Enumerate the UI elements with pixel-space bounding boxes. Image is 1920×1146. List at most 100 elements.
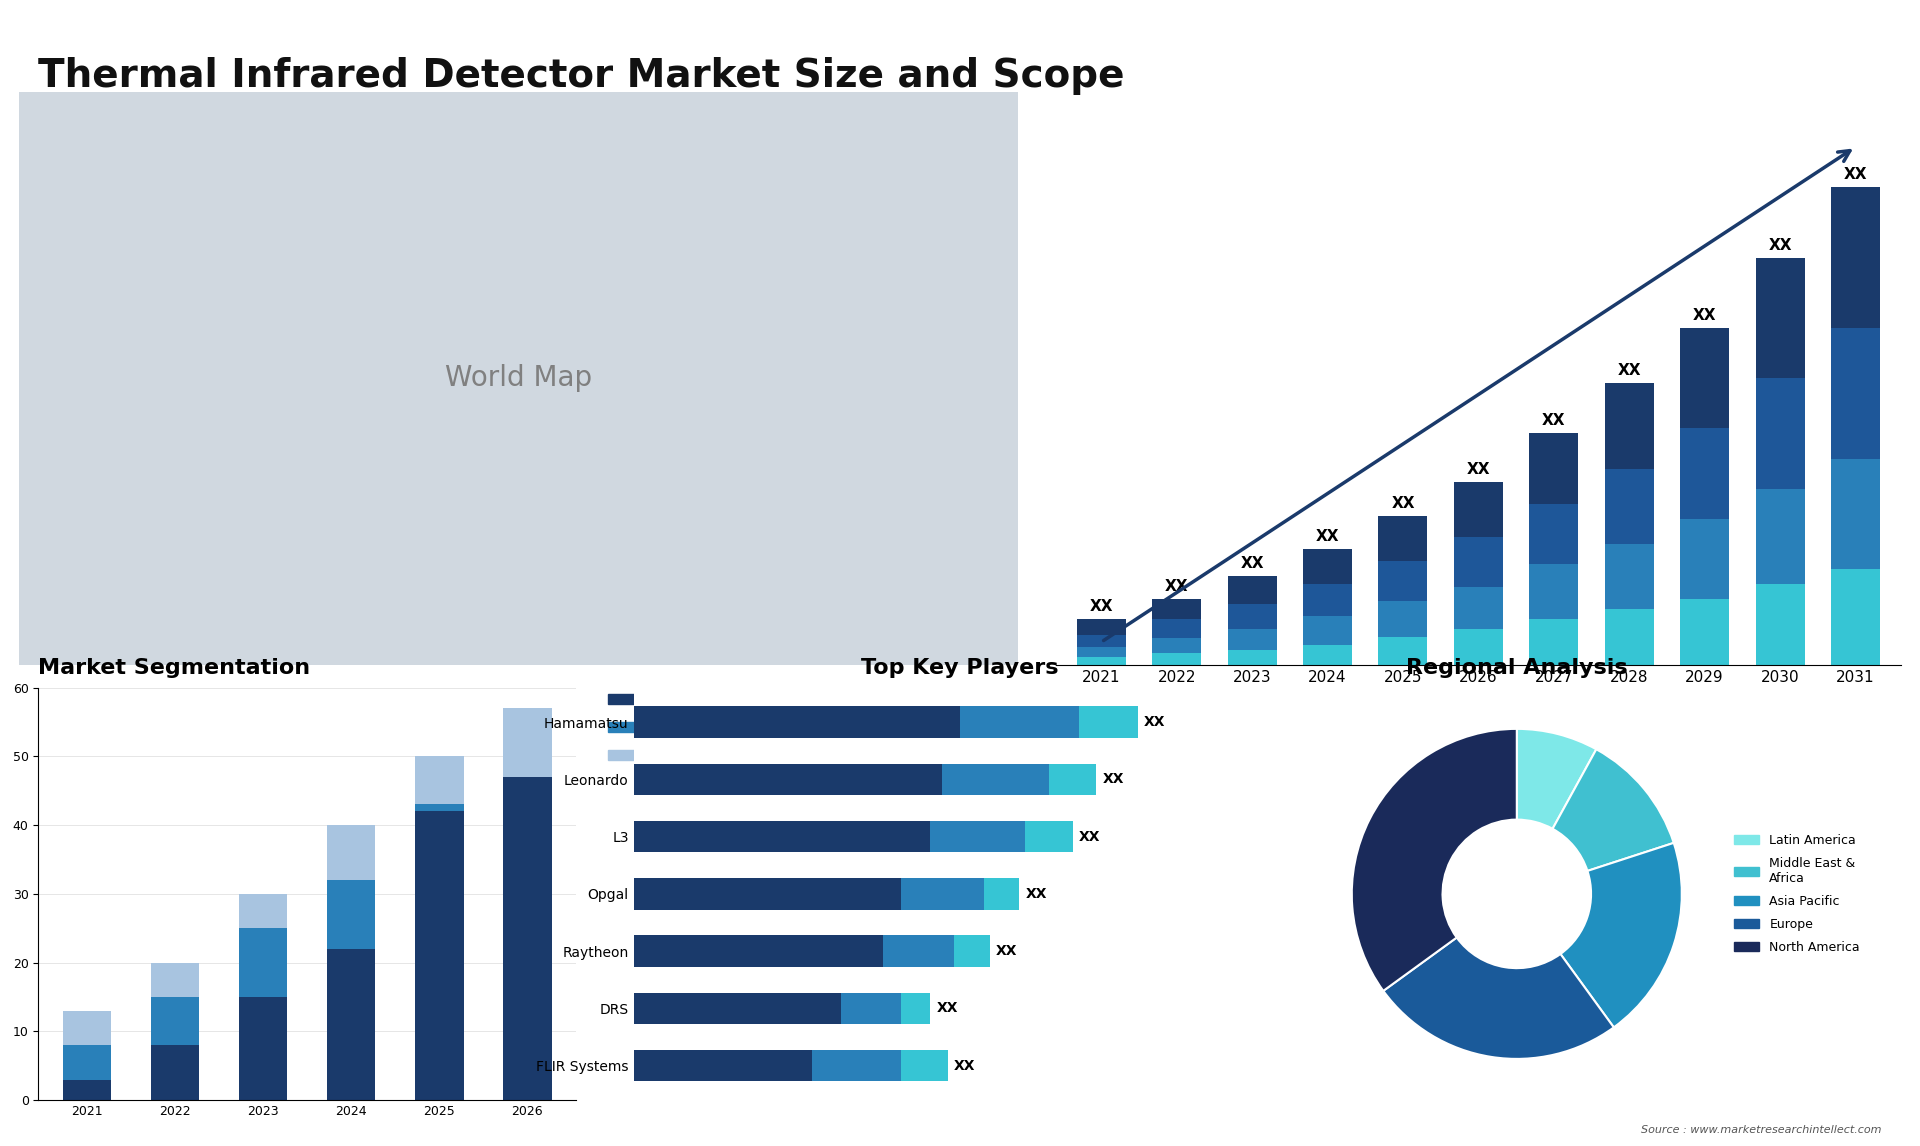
Text: XX: XX bbox=[1315, 529, 1340, 544]
Bar bbox=[1680, 429, 1730, 519]
Bar bbox=[1453, 537, 1503, 587]
Bar bbox=[841, 992, 900, 1025]
Bar bbox=[1453, 481, 1503, 537]
Legend: Type, Application, Geography: Type, Application, Geography bbox=[603, 688, 732, 769]
Text: XX: XX bbox=[1392, 496, 1415, 511]
Bar bbox=[983, 878, 1020, 910]
Bar bbox=[152, 997, 200, 1045]
Text: XX: XX bbox=[1089, 599, 1114, 614]
Bar bbox=[1832, 187, 1880, 328]
Bar bbox=[152, 1045, 200, 1100]
Bar bbox=[634, 1050, 812, 1082]
Bar bbox=[883, 935, 954, 967]
Bar bbox=[634, 821, 931, 853]
Bar bbox=[1152, 620, 1202, 637]
Bar bbox=[1755, 488, 1805, 584]
Bar bbox=[960, 706, 1079, 738]
Text: XX: XX bbox=[1025, 887, 1046, 901]
Bar bbox=[634, 992, 841, 1025]
Bar bbox=[1227, 629, 1277, 650]
Bar bbox=[503, 777, 551, 1100]
Bar bbox=[415, 756, 463, 804]
Bar bbox=[1048, 763, 1096, 795]
Text: XX: XX bbox=[1144, 715, 1165, 729]
Bar bbox=[1304, 617, 1352, 644]
Text: XX: XX bbox=[954, 1059, 975, 1073]
Wedge shape bbox=[1553, 749, 1674, 871]
Bar bbox=[1227, 576, 1277, 604]
Bar bbox=[1755, 258, 1805, 378]
Bar bbox=[326, 880, 376, 949]
Text: XX: XX bbox=[1693, 308, 1716, 323]
Bar bbox=[63, 1011, 111, 1045]
Bar bbox=[931, 821, 1025, 853]
Bar bbox=[1079, 706, 1139, 738]
Bar bbox=[1304, 644, 1352, 665]
Wedge shape bbox=[1561, 843, 1682, 1027]
Bar bbox=[1832, 458, 1880, 570]
Bar bbox=[1832, 570, 1880, 665]
Wedge shape bbox=[1517, 729, 1596, 829]
Bar bbox=[943, 763, 1048, 795]
Text: XX: XX bbox=[1240, 556, 1263, 571]
Text: XX: XX bbox=[1165, 580, 1188, 595]
Bar bbox=[1025, 821, 1073, 853]
Bar bbox=[1077, 646, 1125, 657]
Bar bbox=[900, 1050, 948, 1082]
Bar bbox=[900, 878, 983, 910]
Bar bbox=[1605, 383, 1653, 469]
Bar bbox=[1680, 599, 1730, 665]
Text: Thermal Infrared Detector Market Size and Scope: Thermal Infrared Detector Market Size an… bbox=[38, 57, 1125, 95]
Text: XX: XX bbox=[996, 944, 1018, 958]
Bar bbox=[1680, 519, 1730, 599]
Bar bbox=[1077, 635, 1125, 646]
Bar bbox=[63, 1080, 111, 1100]
Bar bbox=[1379, 636, 1427, 665]
Bar bbox=[812, 1050, 900, 1082]
Bar bbox=[954, 935, 989, 967]
Bar bbox=[1379, 562, 1427, 602]
Bar bbox=[1605, 469, 1653, 544]
Bar bbox=[1453, 587, 1503, 629]
Bar bbox=[1379, 602, 1427, 636]
Bar bbox=[1755, 584, 1805, 665]
Bar bbox=[1755, 378, 1805, 488]
Bar bbox=[1152, 599, 1202, 620]
Bar bbox=[326, 949, 376, 1100]
Text: XX: XX bbox=[1079, 830, 1100, 843]
Bar bbox=[1530, 564, 1578, 620]
Text: Source : www.marketresearchintellect.com: Source : www.marketresearchintellect.com bbox=[1642, 1124, 1882, 1135]
Text: XX: XX bbox=[1542, 414, 1565, 429]
Bar bbox=[900, 992, 931, 1025]
Bar bbox=[634, 706, 960, 738]
Bar bbox=[1530, 620, 1578, 665]
Bar bbox=[1152, 652, 1202, 665]
Bar bbox=[634, 935, 883, 967]
Bar bbox=[1077, 620, 1125, 635]
Bar bbox=[1077, 657, 1125, 665]
Text: XX: XX bbox=[1768, 237, 1791, 252]
Bar bbox=[238, 997, 288, 1100]
Bar bbox=[1453, 629, 1503, 665]
Text: XX: XX bbox=[937, 1002, 958, 1015]
Bar bbox=[1605, 610, 1653, 665]
Text: XX: XX bbox=[1843, 167, 1868, 182]
Text: XX: XX bbox=[1467, 462, 1490, 477]
Bar bbox=[152, 963, 200, 997]
Bar bbox=[1832, 328, 1880, 458]
Bar bbox=[238, 894, 288, 928]
Bar bbox=[1304, 549, 1352, 584]
Bar bbox=[1227, 604, 1277, 629]
Bar bbox=[415, 804, 463, 811]
Bar bbox=[1304, 584, 1352, 617]
Bar bbox=[1152, 637, 1202, 652]
Bar bbox=[1680, 328, 1730, 429]
Legend: Latin America, Middle East &
Africa, Asia Pacific, Europe, North America: Latin America, Middle East & Africa, Asi… bbox=[1730, 829, 1864, 959]
Bar bbox=[634, 763, 943, 795]
Bar bbox=[503, 708, 551, 777]
Bar bbox=[238, 928, 288, 997]
Bar bbox=[1227, 650, 1277, 665]
Bar bbox=[1379, 516, 1427, 562]
Bar bbox=[326, 825, 376, 880]
Wedge shape bbox=[1352, 729, 1517, 991]
